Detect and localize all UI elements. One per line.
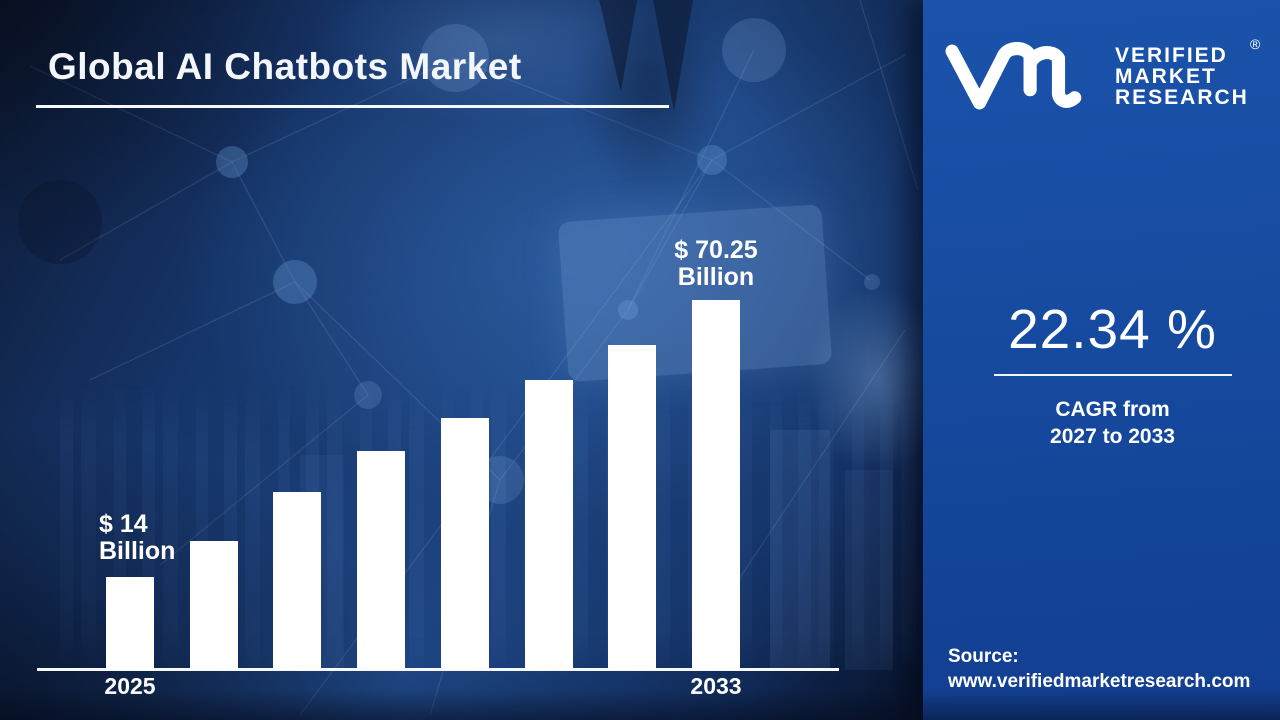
value-line: Billion xyxy=(99,537,176,565)
cagr-underline xyxy=(993,374,1232,376)
chart-background-area: Global AI Chatbots Market $ 14 Billion $… xyxy=(0,0,923,720)
brand-name-line: MARKET xyxy=(1115,65,1217,88)
bar-chart: $ 14 Billion $ 70.25 Billion 2025 2033 xyxy=(37,237,839,699)
cagr-stat-block: 22.34 % CAGR from 2027 to 2033 xyxy=(923,300,1280,450)
brand-name-line: VERIFIED xyxy=(1115,44,1228,67)
brand-name: VERIFIED MARKET RESEARCH xyxy=(1115,45,1249,108)
chart-bar-7 xyxy=(608,345,656,670)
last-bar-value-label: $ 70.25 Billion xyxy=(631,237,801,291)
value-line: $ 70.25 xyxy=(674,236,758,264)
registered-trademark-symbol: ® xyxy=(1250,36,1261,52)
source-block: Source: www.verifiedmarketresearch.com xyxy=(948,644,1250,694)
title-underline xyxy=(36,105,669,108)
brand-name-line: RESEARCH xyxy=(1115,86,1249,109)
hand-silhouette-haze xyxy=(575,0,725,200)
brand-logo: VERIFIED MARKET RESEARCH xyxy=(945,38,1249,112)
x-tick-2025: 2025 xyxy=(104,673,156,699)
chart-bar-6 xyxy=(525,380,573,670)
source-label: Source: xyxy=(948,646,1019,667)
cagr-value: 22.34 % xyxy=(1008,298,1217,360)
chart-bar-2 xyxy=(190,541,238,670)
value-line: Billion xyxy=(677,263,755,291)
vmr-monogram-icon xyxy=(945,42,1082,110)
chart-bar-2025 xyxy=(106,577,154,670)
first-bar-value-label: $ 14 Billion xyxy=(99,511,175,565)
chart-bar-3 xyxy=(273,492,321,670)
cagr-caption-line1: CAGR from xyxy=(1055,398,1170,421)
source-url: www.verifiedmarketresearch.com xyxy=(948,671,1251,692)
chart-bar-4 xyxy=(357,451,405,670)
chart-bar-2033 xyxy=(692,300,740,670)
value-line: $ 14 xyxy=(99,510,148,538)
building-shape xyxy=(845,470,893,670)
hand-glow xyxy=(782,255,923,505)
x-tick-2033: 2033 xyxy=(690,673,742,699)
chart-bar-5 xyxy=(441,418,489,670)
brand-panel: VERIFIED MARKET RESEARCH ® 22.34 % CAGR … xyxy=(923,0,1280,720)
building-shape xyxy=(770,430,830,670)
cagr-caption-line2: 2027 to 2033 xyxy=(1050,425,1175,448)
x-axis-line xyxy=(37,668,839,671)
